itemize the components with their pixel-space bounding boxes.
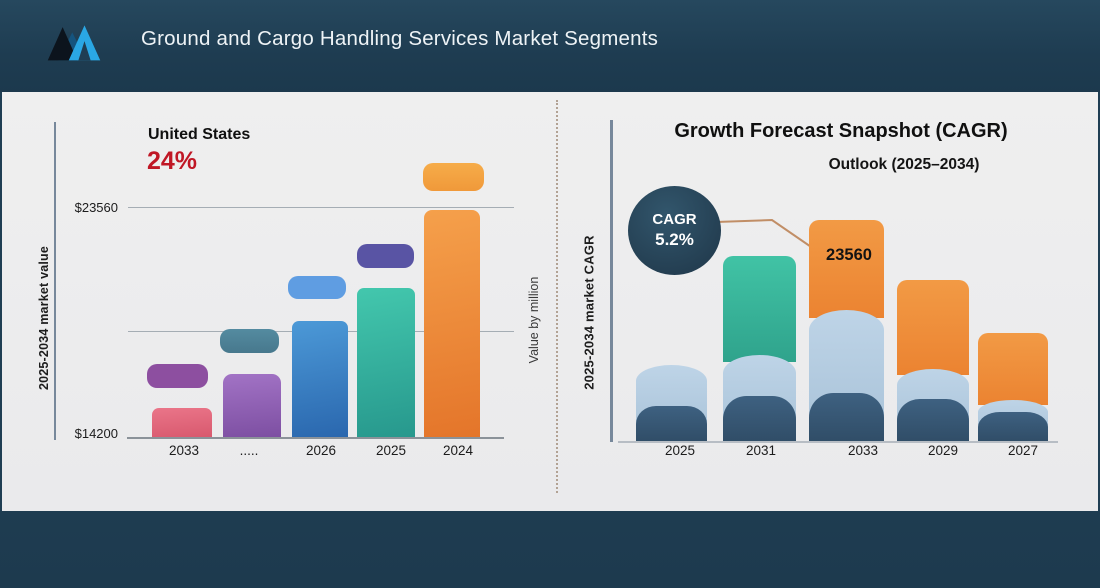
left-chart-country-label: United States xyxy=(148,126,251,143)
header: Ground and Cargo Handling Services Marke… xyxy=(0,0,1100,92)
left-cap-2033 xyxy=(147,364,208,388)
panel-divider-dotted xyxy=(556,100,558,493)
left-cap-2024 xyxy=(423,163,484,191)
left-chart-tick-top: $23560 xyxy=(74,200,118,215)
right-bar-2027-base xyxy=(978,412,1048,442)
left-bar-dots xyxy=(223,374,281,437)
right-bar-2029-base xyxy=(897,399,969,442)
right-bar-2033-base xyxy=(809,393,884,442)
right-bar-2033-top xyxy=(809,220,884,318)
right-xlabel-2027: 2027 xyxy=(1007,443,1039,458)
left-xlabel-2033: 2033 xyxy=(168,443,200,458)
cagr-badge: CAGR 5.2% xyxy=(628,186,721,275)
right-bar-2031-base xyxy=(723,396,796,442)
left-cap-2025 xyxy=(357,244,414,268)
left-xlabel-2025: 2025 xyxy=(375,443,407,458)
right-chart-subtitle: Outlook (2025–2034) xyxy=(828,156,980,173)
left-bar-2024 xyxy=(424,210,480,437)
right-chart-baseline xyxy=(618,441,1058,443)
left-chart-highlight-value: 24% xyxy=(147,147,198,175)
right-bar-2025-base xyxy=(636,406,707,442)
cagr-badge-label: CAGR xyxy=(652,210,697,228)
left-chart-gridline-top xyxy=(128,207,514,208)
left-bar-2025 xyxy=(357,288,415,437)
value-by-million-label: Value by million xyxy=(527,276,541,364)
left-cap-2026 xyxy=(288,276,346,299)
left-chart-y-axis-label: 2025-2034 market value xyxy=(37,245,51,391)
left-bar-2033 xyxy=(152,408,212,437)
left-chart-y-axis-line xyxy=(54,122,56,440)
ama-logo-icon xyxy=(47,25,101,61)
right-xlabel-2025: 2025 xyxy=(664,443,696,458)
right-bar-2027-top xyxy=(978,333,1048,405)
right-chart-y-axis-label: 2025-2034 market CAGR xyxy=(581,235,597,390)
right-bar-2033-value-label: 23560 xyxy=(826,246,872,264)
right-chart-title: Growth Forecast Snapshot (CAGR) xyxy=(674,120,1008,142)
page-title: Ground and Cargo Handling Services Marke… xyxy=(141,27,659,50)
cagr-badge-value: 5.2% xyxy=(655,230,694,250)
right-bar-2031-top xyxy=(723,256,796,362)
right-chart-y-axis-line xyxy=(610,120,613,442)
right-xlabel-2031: 2031 xyxy=(745,443,777,458)
left-cap-dots xyxy=(220,329,279,353)
left-chart-tick-bottom: $14200 xyxy=(74,426,118,441)
left-chart-baseline xyxy=(127,437,504,439)
left-xlabel-2024: 2024 xyxy=(442,443,474,458)
right-xlabel-2033: 2033 xyxy=(847,443,879,458)
left-xlabel-2026: 2026 xyxy=(305,443,337,458)
right-bar-2029-top xyxy=(897,280,969,375)
left-xlabel-dots: ..... xyxy=(239,443,259,458)
right-xlabel-2029: 2029 xyxy=(927,443,959,458)
left-bar-2026 xyxy=(292,321,348,437)
footer: @ All Market Analysis Snapshot GlobalGro… xyxy=(0,511,1100,588)
